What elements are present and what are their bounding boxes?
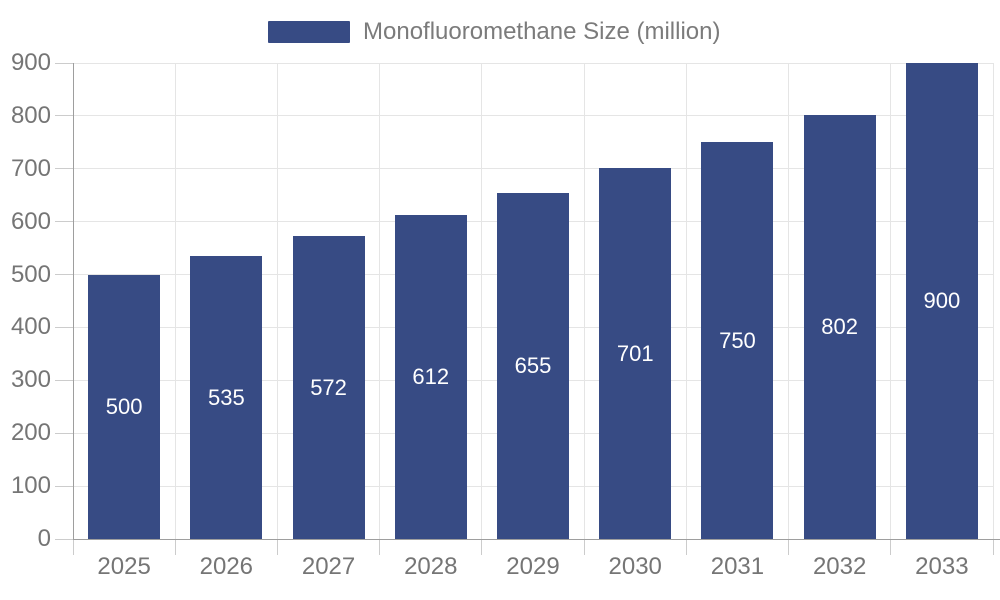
bar-value-label: 655 (514, 352, 552, 378)
x-axis-line (73, 538, 1000, 540)
horizontal-gridline (73, 168, 993, 170)
y-axis-tick-label: 100 (10, 472, 51, 500)
x-axis-tick (583, 539, 585, 555)
x-axis-tick (276, 539, 278, 555)
y-axis-tick-label: 600 (10, 207, 51, 235)
bar-2026 (190, 256, 263, 539)
bar-2033 (905, 63, 978, 539)
x-axis-tick-label: 2029 (506, 553, 560, 580)
x-axis-tick-label: 2031 (710, 553, 765, 580)
x-axis-tick-label: 2032 (812, 553, 867, 580)
horizontal-gridline (73, 115, 993, 117)
x-axis-tick-label: 2033 (915, 553, 969, 580)
y-axis-tick-label: 700 (10, 154, 51, 182)
bar-2031 (701, 142, 774, 539)
y-axis-tick (55, 168, 73, 170)
bar-2032 (803, 114, 876, 539)
vertical-gridline (379, 63, 381, 539)
x-axis-tick (72, 539, 74, 555)
bar-value-label: 612 (412, 364, 450, 390)
y-axis-tick-label: 0 (37, 525, 51, 552)
x-axis-tick-label: 2030 (608, 553, 662, 580)
bar-value-label: 802 (821, 313, 859, 339)
y-axis-tick-label: 300 (10, 366, 51, 394)
x-axis-tick (379, 539, 381, 555)
x-axis-tick-label: 2028 (404, 553, 458, 580)
x-axis-tick-label: 2026 (199, 553, 254, 580)
y-axis-tick (55, 274, 73, 276)
y-axis-tick (55, 538, 73, 540)
legend-item[interactable]: Monofluoromethane Size (million) (268, 18, 721, 45)
bar-2030 (599, 168, 672, 539)
x-axis-tick (685, 539, 687, 555)
bar-value-label: 535 (207, 384, 245, 410)
x-axis-tick (890, 539, 892, 555)
y-axis-tick-label: 900 (10, 49, 51, 76)
vertical-gridline (481, 63, 483, 539)
bar-value-label: 500 (105, 393, 143, 419)
y-axis-tick-label: 500 (10, 260, 51, 288)
bar-value-label: 750 (719, 327, 756, 353)
y-axis-tick-label: 800 (10, 101, 51, 129)
vertical-gridline (276, 63, 278, 539)
x-axis-tick-label: 2027 (301, 553, 356, 580)
bar-value-label: 701 (616, 340, 654, 366)
x-axis-tick (992, 539, 994, 555)
vertical-gridline (583, 63, 585, 539)
horizontal-gridline (73, 62, 993, 64)
legend-label: Monofluoromethane Size (million) (363, 18, 721, 45)
y-axis-line (72, 63, 74, 539)
x-axis-tick (788, 539, 790, 555)
vertical-gridline (685, 63, 687, 539)
y-axis-tick (55, 432, 73, 434)
vertical-gridline (890, 63, 892, 539)
y-axis-tick (55, 62, 73, 64)
y-axis-tick (55, 379, 73, 381)
vertical-gridline (992, 63, 994, 539)
x-axis-tick (174, 539, 176, 555)
x-axis-tick-label: 2025 (97, 553, 151, 580)
y-axis-tick (55, 115, 73, 117)
bar-2028 (394, 215, 467, 539)
x-axis-tick (481, 539, 483, 555)
vertical-gridline (788, 63, 790, 539)
y-axis-tick (55, 326, 73, 328)
bar-2027 (292, 236, 365, 539)
y-axis-tick-label: 400 (10, 313, 51, 341)
bar-value-label: 900 (923, 288, 961, 313)
bar-2025 (88, 274, 161, 539)
y-axis-tick (55, 485, 73, 487)
bar-2029 (497, 192, 569, 539)
bar-value-label: 572 (310, 374, 347, 400)
vertical-gridline (174, 63, 176, 539)
y-axis-tick-label: 200 (10, 419, 51, 447)
y-axis-tick (55, 221, 73, 223)
legend-swatch-icon (268, 20, 350, 43)
